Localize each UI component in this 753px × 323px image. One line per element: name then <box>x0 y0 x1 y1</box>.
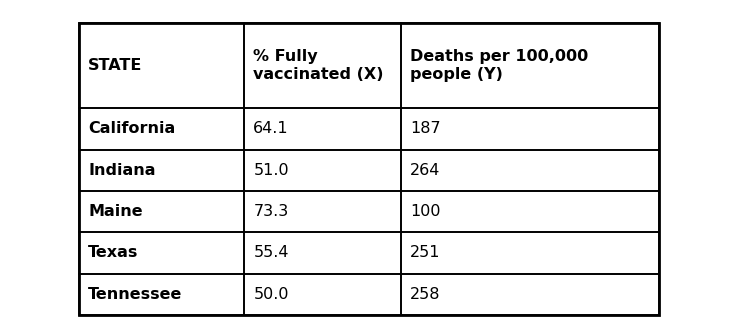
Text: STATE: STATE <box>88 58 142 73</box>
Text: Tennessee: Tennessee <box>88 287 182 302</box>
Text: 51.0: 51.0 <box>253 163 289 178</box>
Bar <box>401 274 659 315</box>
Text: 73.3: 73.3 <box>253 204 288 219</box>
Bar <box>79 23 244 108</box>
Bar <box>401 150 659 191</box>
Bar <box>79 150 244 191</box>
Text: Maine: Maine <box>88 204 143 219</box>
Bar <box>79 23 659 315</box>
Bar <box>401 232 659 274</box>
Bar <box>401 191 659 232</box>
Text: 55.4: 55.4 <box>253 245 289 260</box>
Bar <box>244 108 401 150</box>
Bar <box>79 191 244 232</box>
Text: 50.0: 50.0 <box>253 287 289 302</box>
Text: Indiana: Indiana <box>88 163 156 178</box>
Text: California: California <box>88 121 175 136</box>
Bar <box>401 23 659 108</box>
Text: 64.1: 64.1 <box>253 121 289 136</box>
Text: 264: 264 <box>410 163 441 178</box>
Text: % Fully
vaccinated (X): % Fully vaccinated (X) <box>253 48 384 82</box>
Bar <box>79 232 244 274</box>
Bar <box>244 23 401 108</box>
Text: 251: 251 <box>410 245 441 260</box>
Bar <box>244 232 401 274</box>
Bar <box>244 274 401 315</box>
Text: 100: 100 <box>410 204 441 219</box>
Text: 258: 258 <box>410 287 441 302</box>
Bar <box>244 150 401 191</box>
Bar <box>79 274 244 315</box>
Bar <box>244 191 401 232</box>
Bar <box>401 108 659 150</box>
Text: Deaths per 100,000
people (Y): Deaths per 100,000 people (Y) <box>410 48 588 82</box>
Text: 187: 187 <box>410 121 441 136</box>
Text: Texas: Texas <box>88 245 139 260</box>
Bar <box>79 108 244 150</box>
